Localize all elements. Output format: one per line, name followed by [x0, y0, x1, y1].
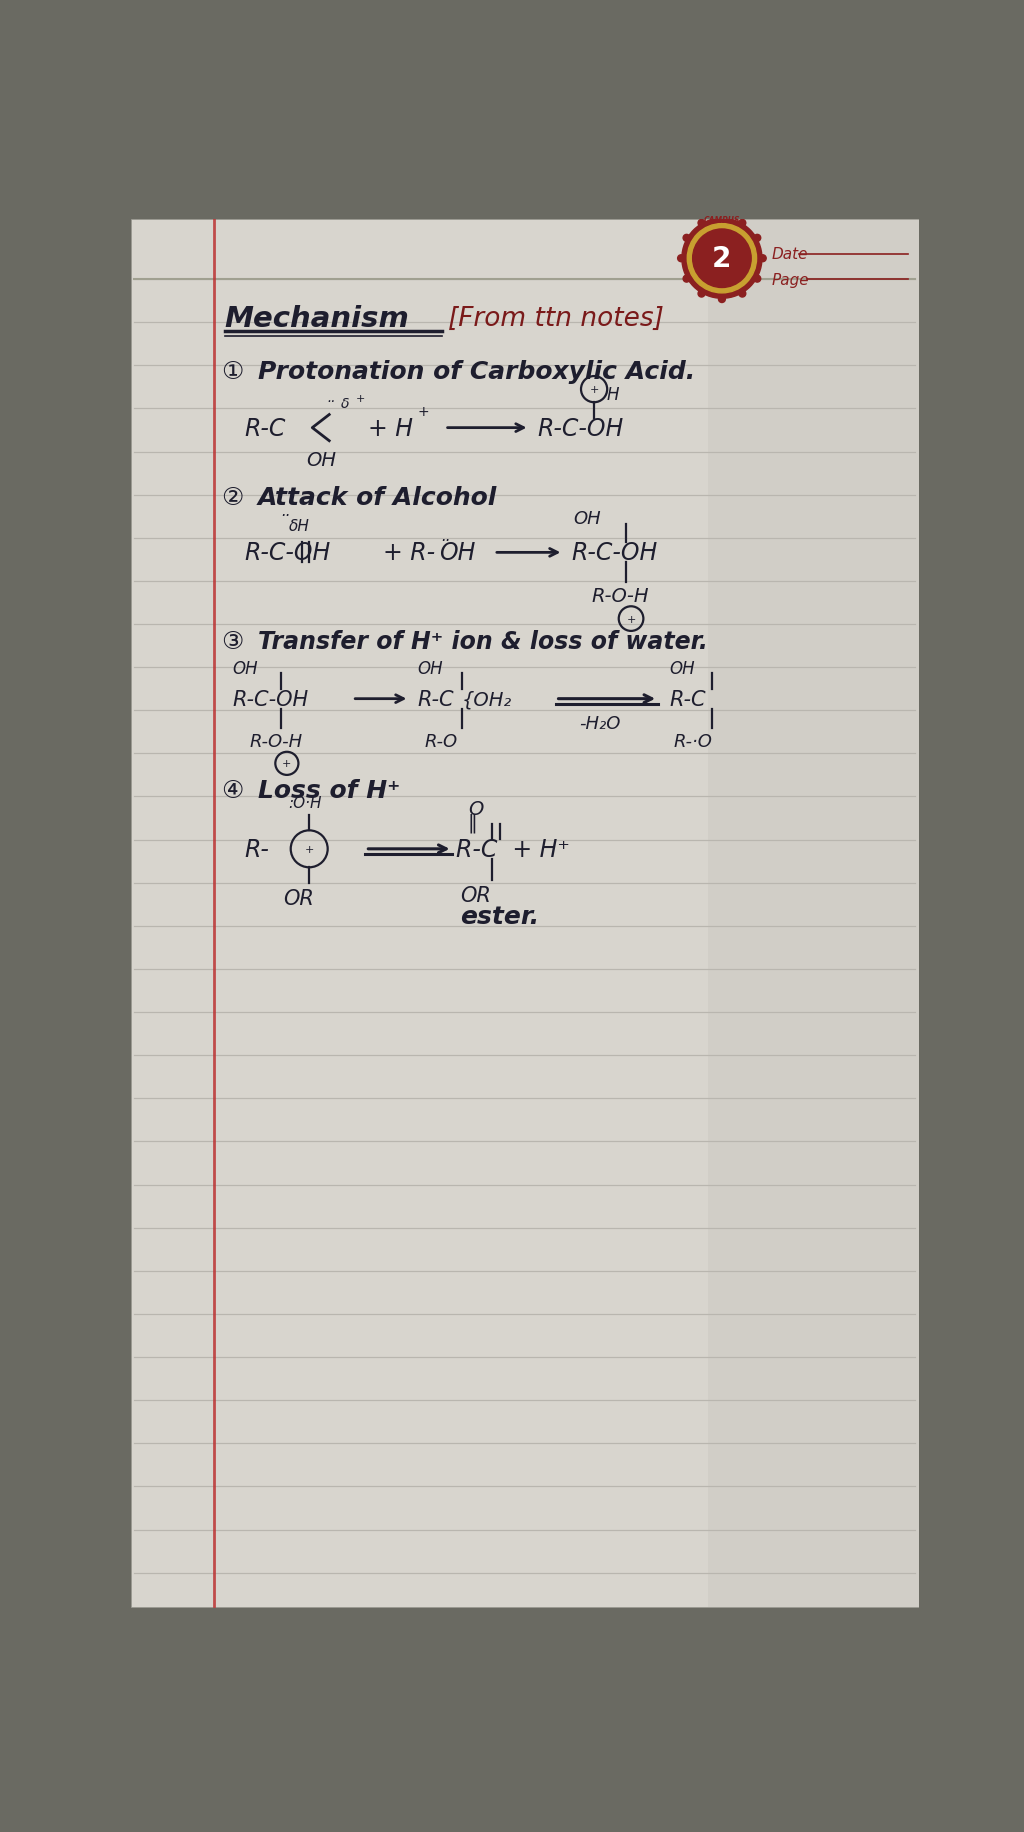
Text: -H₂O: -H₂O	[579, 714, 621, 733]
Text: R-: R-	[245, 837, 269, 861]
Text: OH: OH	[670, 660, 695, 678]
Circle shape	[739, 220, 745, 227]
Text: ④: ④	[221, 779, 244, 802]
Text: ·: ·	[283, 782, 289, 801]
Text: R-C-OH: R-C-OH	[245, 540, 331, 564]
Circle shape	[692, 229, 752, 288]
Text: ③: ③	[221, 630, 244, 654]
Text: ··: ··	[327, 396, 336, 409]
Circle shape	[687, 225, 757, 293]
Text: δH: δH	[289, 518, 309, 533]
Text: O: O	[468, 801, 483, 819]
Text: +: +	[627, 614, 636, 625]
Text: ②: ②	[221, 485, 244, 509]
Circle shape	[682, 220, 762, 299]
Text: H: H	[606, 385, 618, 403]
Text: Date: Date	[771, 247, 808, 262]
Text: R-·O: R-·O	[674, 733, 713, 751]
Circle shape	[683, 234, 690, 242]
Circle shape	[754, 234, 761, 242]
Text: Loss of H⁺: Loss of H⁺	[258, 779, 400, 802]
Text: R-C-OH: R-C-OH	[571, 540, 657, 564]
Text: {OH₂: {OH₂	[462, 691, 512, 709]
Text: R-O: R-O	[425, 733, 458, 751]
Text: R-C-OH: R-C-OH	[538, 416, 624, 440]
FancyBboxPatch shape	[131, 220, 920, 1607]
Text: δ: δ	[341, 398, 349, 410]
Text: Mechanism: Mechanism	[224, 304, 410, 332]
Text: Transfer of H⁺ ion & loss of water.: Transfer of H⁺ ion & loss of water.	[258, 630, 708, 654]
Circle shape	[698, 220, 705, 227]
Text: R-C  + H⁺: R-C + H⁺	[456, 837, 569, 861]
Text: Protonation of Carboxylic Acid.: Protonation of Carboxylic Acid.	[258, 361, 695, 385]
Text: Page: Page	[771, 273, 809, 288]
Text: CAMPUS: CAMPUS	[703, 216, 740, 225]
Text: :O·H: :O·H	[289, 795, 322, 812]
Text: OH: OH	[438, 540, 475, 564]
Text: R-C-OH: R-C-OH	[232, 689, 308, 709]
Text: R-O-H: R-O-H	[591, 586, 648, 606]
Text: OH: OH	[573, 509, 601, 528]
Circle shape	[683, 277, 690, 282]
Text: R-C: R-C	[245, 416, 286, 440]
Text: +: +	[355, 394, 365, 405]
Text: ··: ··	[440, 533, 450, 548]
Text: +: +	[418, 405, 429, 418]
Text: 2: 2	[713, 245, 731, 273]
Text: ①: ①	[221, 361, 244, 385]
Polygon shape	[708, 220, 920, 1607]
Text: ester.: ester.	[460, 905, 540, 929]
Circle shape	[739, 291, 745, 299]
Text: + R-: + R-	[383, 540, 435, 564]
Circle shape	[719, 214, 725, 222]
Circle shape	[759, 256, 766, 262]
Text: OR: OR	[460, 885, 490, 905]
Circle shape	[698, 291, 705, 299]
Text: ··: ··	[281, 509, 291, 524]
Circle shape	[754, 277, 761, 282]
Text: R-C: R-C	[670, 689, 707, 709]
Text: [From ttn notes]: [From ttn notes]	[447, 306, 664, 332]
Text: OH: OH	[417, 660, 442, 678]
Text: Attack of Alcohol: Attack of Alcohol	[258, 485, 497, 509]
Text: OH: OH	[232, 660, 258, 678]
Text: OR: OR	[283, 889, 314, 909]
Text: + H: + H	[368, 416, 413, 440]
Text: ‖: ‖	[468, 813, 477, 834]
Text: R-O-H: R-O-H	[250, 733, 303, 751]
Text: +: +	[283, 758, 292, 769]
Text: R-C: R-C	[417, 689, 454, 709]
Text: +: +	[304, 845, 314, 854]
Text: OH: OH	[306, 451, 336, 471]
Text: +: +	[590, 385, 599, 396]
Circle shape	[678, 256, 685, 262]
Circle shape	[719, 297, 725, 304]
